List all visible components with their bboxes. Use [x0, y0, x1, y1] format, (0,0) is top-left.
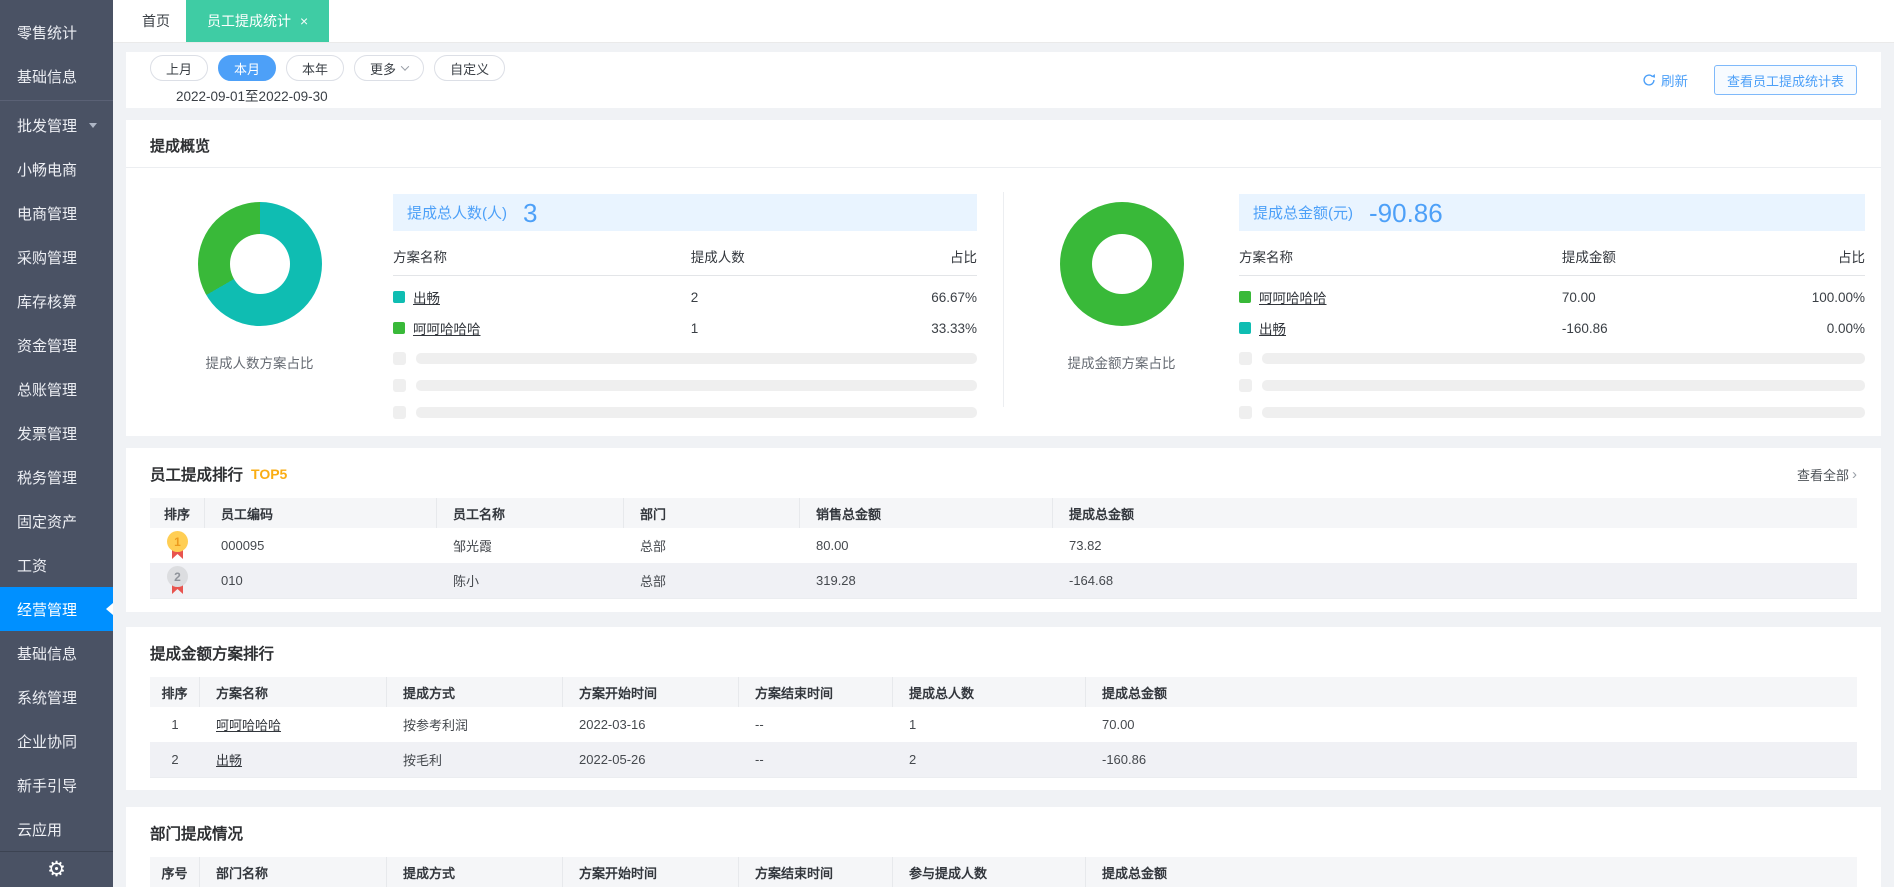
plan-link[interactable]: 呵呵哈哈哈	[1259, 291, 1327, 306]
vertical-divider	[1003, 192, 1004, 407]
pill-this-month[interactable]: 本月	[218, 55, 277, 81]
refresh-button[interactable]: 刷新	[1642, 70, 1688, 90]
amount-donut-label: 提成金额方案占比	[1067, 356, 1176, 371]
pill-last-month[interactable]: 上月	[150, 55, 209, 81]
table-row: 呵呵哈哈哈 70.00 100.00%	[1239, 287, 1865, 307]
department-title: 部门提成情况	[150, 826, 244, 843]
sidebar: 零售统计 基础信息 批发管理 小畅电商 电商管理 采购管理 库存核算 资金管理 …	[0, 0, 113, 887]
pill-more[interactable]: 更多	[354, 55, 425, 81]
amount-donut-chart	[1059, 202, 1184, 326]
sidebar-item-enterprise-collab[interactable]: 企业协同	[17, 733, 78, 751]
legend-swatch	[1239, 291, 1251, 303]
legend-swatch	[393, 291, 405, 303]
headcount-donut-chart	[197, 202, 322, 326]
sidebar-item-fixed-assets[interactable]: 固定资产	[17, 513, 78, 531]
sidebar-item-inventory[interactable]: 库存核算	[17, 293, 78, 311]
chevron-down-icon	[400, 62, 410, 71]
active-item-arrow-icon	[106, 603, 113, 615]
plan-link[interactable]: 呵呵哈哈哈	[216, 718, 282, 733]
sidebar-item-basic-info-bottom[interactable]: 基础信息	[17, 645, 78, 663]
headcount-plan-table: 方案名称 提成人数 占比 出畅 2 66.67%	[393, 246, 977, 419]
employee-ranking-table: 排序 员工编码 员工名称 部门 销售总金额 提成总金额 1 000095 邹光霞…	[150, 498, 1857, 599]
sidebar-item-cloud-apps[interactable]: 云应用	[17, 821, 63, 839]
sidebar-item-general-ledger[interactable]: 总账管理	[17, 381, 78, 399]
sidebar-item-purchasing[interactable]: 采购管理	[17, 249, 78, 267]
amount-stat-band: 提成总金额(元) -90.86	[1239, 194, 1865, 231]
table-row: 2 010 陈小 总部 319.28 -164.68	[150, 563, 1857, 598]
sidebar-item-operations[interactable]: 经营管理	[0, 587, 113, 631]
department-commission-card: 部门提成情况 序号 部门名称 提成方式 方案开始时间 方案结束时间 参与提成人数…	[126, 807, 1881, 887]
view-all-link[interactable]: 查看全部 ›	[1796, 465, 1857, 483]
legend-swatch	[393, 322, 405, 334]
plan-link[interactable]: 出畅	[413, 291, 440, 306]
view-commission-report-button[interactable]: 查看员工提成统计表	[1713, 65, 1857, 95]
headcount-donut-label: 提成人数方案占比	[205, 356, 314, 371]
plan-ranking-table: 排序 方案名称 提成方式 方案开始时间 方案结束时间 提成总人数 提成总金额 1…	[150, 677, 1857, 778]
skeleton-row	[393, 406, 977, 419]
employee-ranking-card: 员工提成排行 TOP5 查看全部 › 排序 员工编码 员工名称 部门 销售总金额 …	[126, 448, 1881, 612]
sidebar-item-xiaochang-ecom[interactable]: 小畅电商	[17, 161, 78, 179]
skeleton-row	[393, 352, 977, 365]
refresh-icon	[1643, 74, 1656, 86]
top5-badge: TOP5	[251, 466, 288, 482]
commission-overview-card: 提成概览 提成人数方案占比 提成总人数(人) 3	[126, 120, 1881, 436]
plan-link[interactable]: 出畅	[216, 753, 243, 768]
chevron-down-icon	[89, 122, 98, 128]
table-row: 呵呵哈哈哈 1 33.33%	[393, 318, 977, 338]
department-table: 序号 部门名称 提成方式 方案开始时间 方案结束时间 参与提成人数 提成总金额	[150, 857, 1857, 887]
skeleton-row	[1239, 406, 1865, 419]
sidebar-item-tax[interactable]: 税务管理	[17, 469, 78, 487]
sidebar-item-basic-info-top[interactable]: 基础信息	[17, 68, 78, 86]
chevron-right-icon: ›	[1852, 465, 1857, 483]
table-row: 1 000095 邹光霞 总部 80.00 73.82	[150, 528, 1857, 563]
legend-swatch	[1239, 322, 1251, 334]
plan-link[interactable]: 出畅	[1259, 322, 1286, 337]
tab-label: 员工提成统计	[207, 13, 291, 29]
date-range-text: 2022-09-01至2022-09-30	[176, 89, 328, 104]
table-row: 出畅 -160.86 0.00%	[1239, 318, 1865, 338]
content: 上月 本月 本年 更多 自定义 2022-09-01至2022-09-30 刷新…	[113, 43, 1894, 887]
headcount-stat-value: 3	[523, 197, 538, 228]
amount-plan-table: 方案名称 提成金额 占比 呵呵哈哈哈 70.00 100.00%	[1239, 246, 1865, 419]
gold-medal-icon: 1	[167, 531, 188, 560]
close-icon[interactable]: ×	[300, 13, 309, 29]
overview-title: 提成概览	[126, 120, 1881, 168]
headcount-stat-band: 提成总人数(人) 3	[393, 194, 977, 231]
sidebar-item-payroll[interactable]: 工资	[17, 557, 48, 575]
headcount-panel: 提成人数方案占比 提成总人数(人) 3 方案名称 提成人数	[126, 168, 1003, 441]
sidebar-item-wholesale[interactable]: 批发管理	[0, 103, 113, 147]
silver-medal-icon: 2	[167, 566, 188, 595]
skeleton-row	[1239, 352, 1865, 365]
settings-button[interactable]: ⚙	[0, 851, 113, 887]
table-row: 1 呵呵哈哈哈 按参考利润 2022-03-16 -- 1 70.00	[171, 717, 1135, 733]
amount-panel: 提成金额方案占比 提成总金额(元) -90.86 方案名称 提成金额	[1004, 168, 1881, 441]
plan-ranking-card: 提成金额方案排行 排序 方案名称 提成方式 方案开始时间 方案结束时间 提成总人…	[126, 627, 1881, 790]
pill-custom[interactable]: 自定义	[434, 55, 506, 81]
main-area: 首页 员工提成统计 × 上月 本月 本年 更多 自定义 2022-09-01至2…	[113, 0, 1894, 887]
skeleton-row	[393, 379, 977, 392]
tab-home[interactable]: 首页	[142, 13, 170, 29]
skeleton-row	[1239, 379, 1865, 392]
tabbar: 首页 员工提成统计 ×	[113, 0, 1894, 43]
gear-icon: ⚙	[47, 858, 66, 881]
sidebar-item-beginner-guide[interactable]: 新手引导	[17, 777, 78, 795]
amount-stat-value: -90.86	[1369, 197, 1443, 228]
sidebar-item-funds[interactable]: 资金管理	[17, 337, 78, 355]
sidebar-divider	[0, 100, 113, 101]
pill-this-year[interactable]: 本年	[286, 55, 345, 81]
plan-link[interactable]: 呵呵哈哈哈	[413, 322, 481, 337]
sidebar-item-system[interactable]: 系统管理	[17, 689, 78, 707]
table-row: 出畅 2 66.67%	[393, 287, 977, 307]
employee-ranking-title: 员工提成排行	[150, 467, 244, 484]
date-filter-pills: 上月 本月 本年 更多 自定义	[150, 55, 506, 81]
plan-ranking-title: 提成金额方案排行	[150, 646, 275, 663]
table-row: 2 出畅 按毛利 2022-05-26 -- 2 -160.86	[150, 742, 1857, 777]
sidebar-item-invoice[interactable]: 发票管理	[17, 425, 78, 443]
tab-employee-commission-stats[interactable]: 员工提成统计 ×	[186, 0, 330, 42]
filter-card: 上月 本月 本年 更多 自定义 2022-09-01至2022-09-30 刷新…	[126, 52, 1881, 108]
sidebar-item-retail-stats[interactable]: 零售统计	[17, 24, 78, 42]
sidebar-item-ecommerce[interactable]: 电商管理	[17, 205, 78, 223]
